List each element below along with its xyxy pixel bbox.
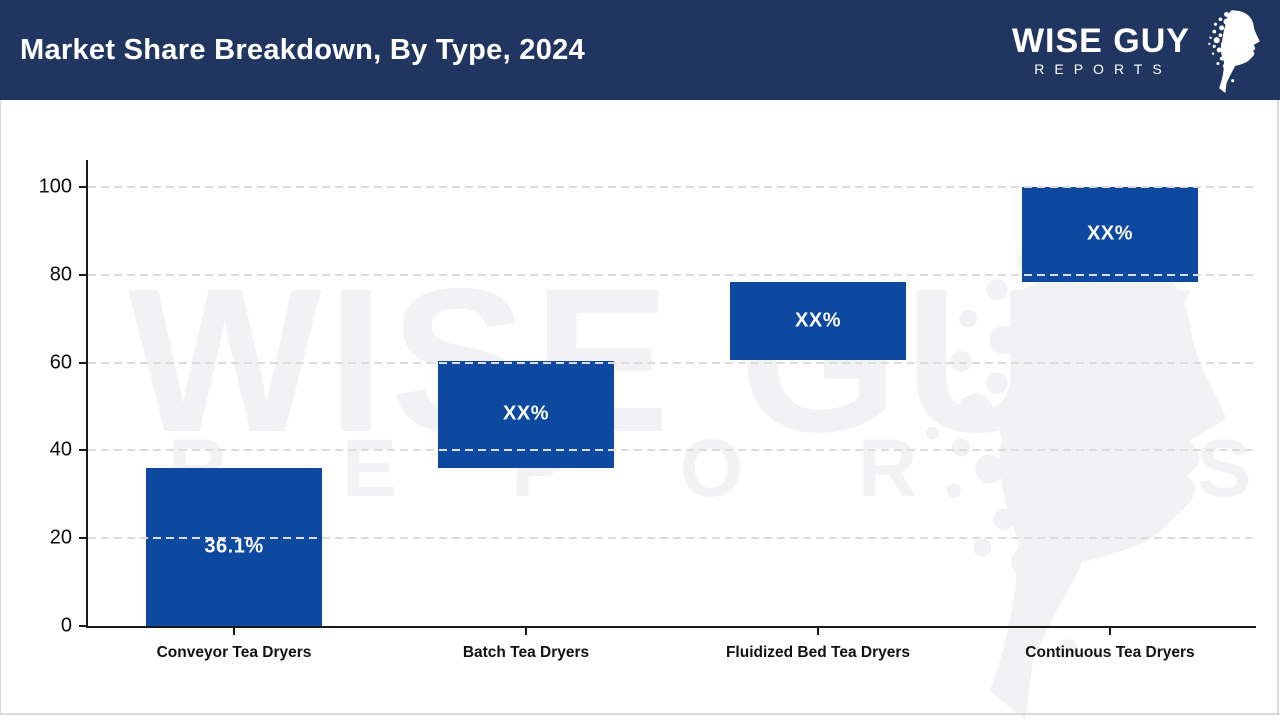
y-tick-mark (79, 625, 88, 627)
x-tick-mark (1109, 626, 1111, 635)
bar-value-label: XX% (795, 309, 841, 332)
brand-text: WISE GUY REPORTS (1012, 24, 1190, 76)
y-tick-mark (79, 186, 88, 188)
y-tick-label: 100 (38, 175, 72, 198)
waterfall-chart: 36.1% Conveyor Tea Dryers XX% Batch Tea Dry… (0, 100, 1280, 714)
gridline (88, 449, 1256, 452)
y-tick-label: 0 (60, 614, 72, 637)
y-tick-mark (79, 537, 88, 540)
y-tick-label: 60 (49, 351, 72, 374)
bar-segment (1022, 187, 1198, 282)
page-title: Market Share Breakdown, By Type, 2024 (20, 33, 586, 66)
x-category-label: Conveyor Tea Dryers (156, 644, 312, 661)
bar-value-label: 36.1% (204, 535, 264, 558)
y-tick-label: 20 (49, 526, 72, 549)
x-tick-mark (525, 626, 527, 635)
card-border-right (1277, 100, 1279, 714)
y-tick-mark (79, 449, 88, 452)
gridline (88, 537, 1256, 540)
x-tick-mark (233, 626, 235, 635)
y-axis-line (86, 160, 88, 628)
y-tick-label: 40 (49, 438, 72, 461)
card-border-left (0, 100, 1, 714)
dotted-face-profile-icon (1208, 10, 1260, 93)
x-tick-mark (817, 626, 819, 635)
bar-value-label: XX% (1087, 222, 1133, 245)
bar-value-label: XX% (503, 402, 549, 425)
y-tick-label: 80 (49, 263, 72, 286)
brand-subtitle: REPORTS (1034, 61, 1172, 77)
x-category-label: Continuous Tea Dryers (1025, 644, 1195, 661)
report-header: Market Share Breakdown, By Type, 2024 WI… (0, 0, 1280, 100)
gridline (88, 361, 1256, 364)
gridline (88, 273, 1256, 276)
x-category-label: Fluidized Bed Tea Dryers (725, 644, 911, 661)
y-tick-mark (79, 273, 88, 276)
x-category-label: Batch Tea Dryers (462, 644, 590, 661)
brand-logo: WISE GUY REPORTS (1012, 7, 1266, 93)
bar-segment (146, 467, 322, 626)
x-axis-line (86, 626, 1256, 628)
brand-name: WISE GUY (1011, 22, 1190, 60)
gridline (88, 186, 1256, 188)
card-border-bottom (0, 713, 1280, 715)
y-tick-mark (79, 361, 88, 364)
bar-segment (730, 281, 906, 360)
